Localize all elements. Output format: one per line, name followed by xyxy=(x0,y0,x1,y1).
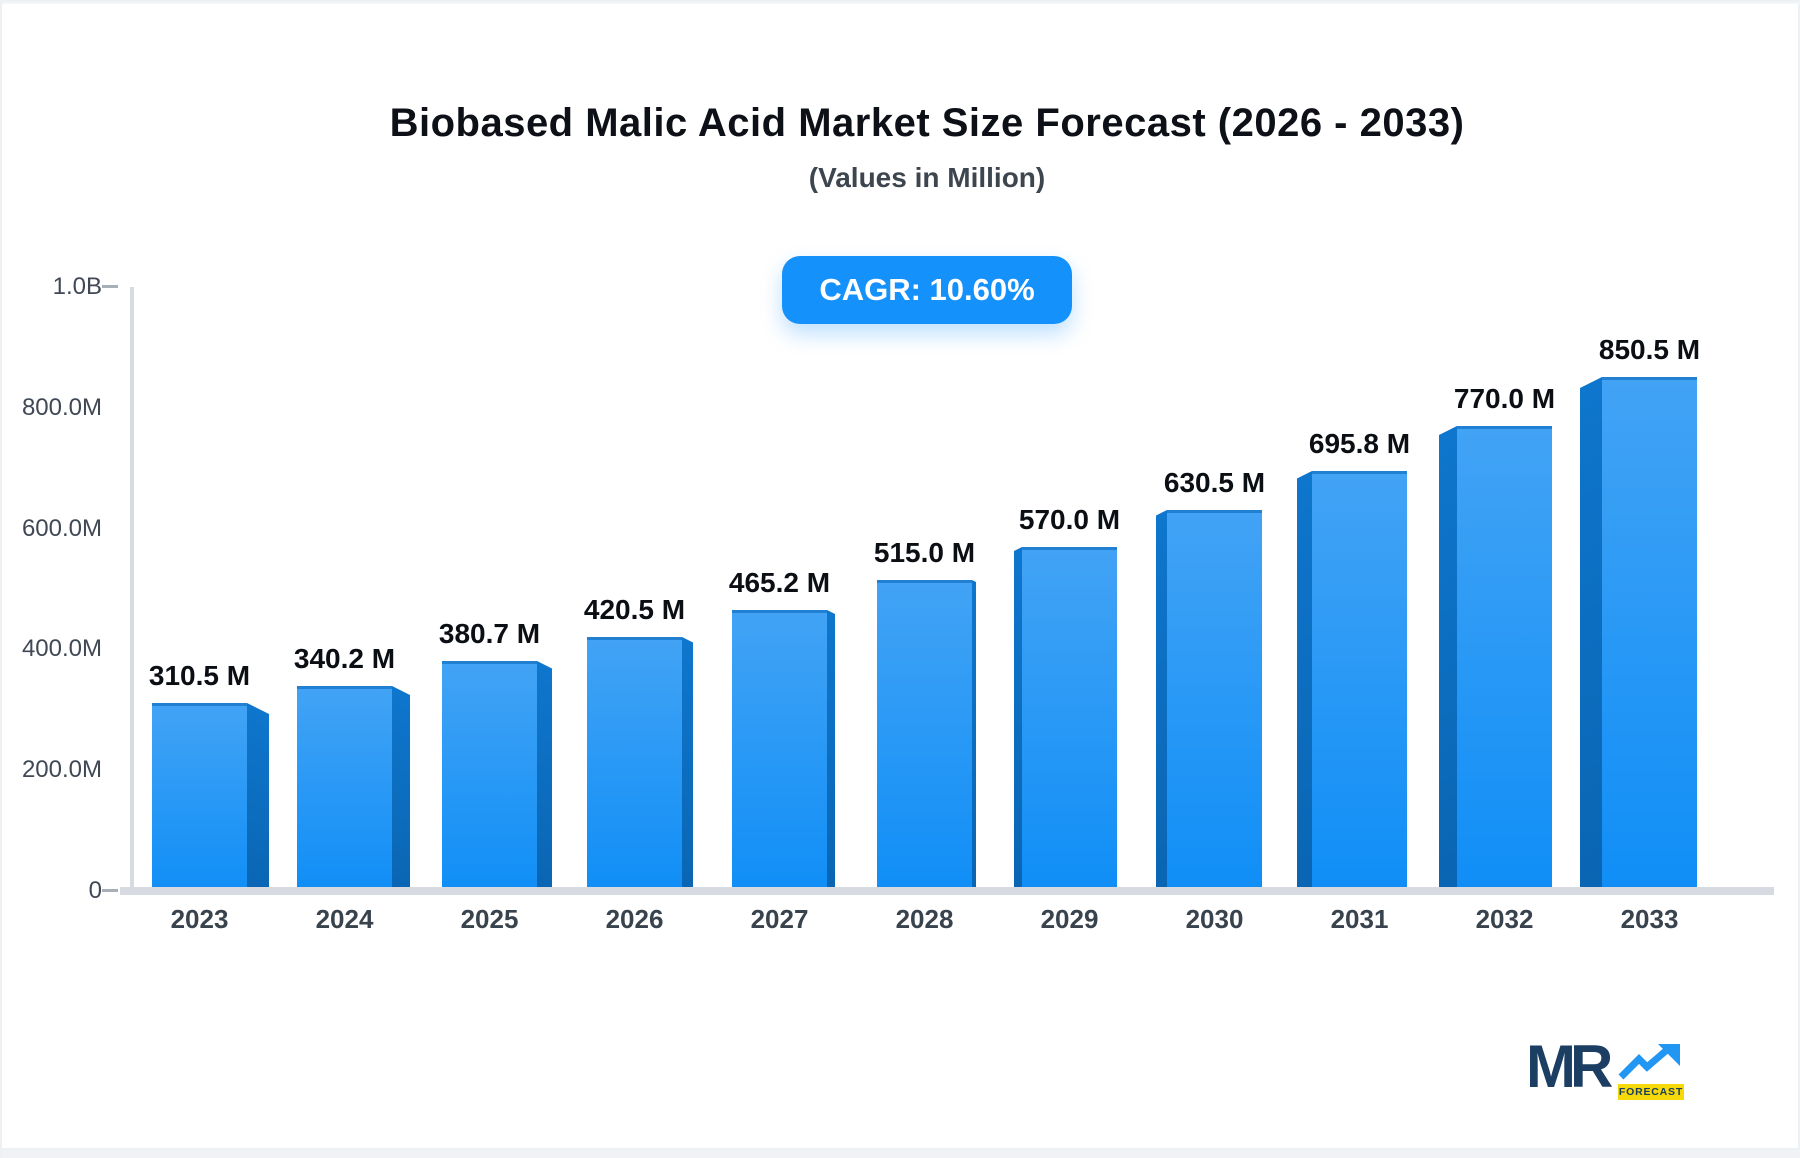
bar-value-label: 420.5 M xyxy=(583,594,686,626)
bar-value-label: 695.8 M xyxy=(1308,427,1411,459)
x-axis-tick-label: 2029 xyxy=(1040,904,1099,934)
bar xyxy=(152,703,247,895)
bar-3d-side xyxy=(537,661,552,895)
x-axis-tick-label: 2025 xyxy=(460,904,519,934)
plot-area: 310.5 M 340.2 M 380.7 M 420.5 M 465.2 M 515.0… xyxy=(2,2,1800,895)
bar-3d-side xyxy=(1014,546,1022,895)
bar-3d-side xyxy=(1580,377,1602,895)
bar-value-label: 850.5 M xyxy=(1598,334,1701,366)
bottom-edge-divider xyxy=(2,1150,1800,1158)
chart-title: Biobased Malic Acid Market Size Forecast… xyxy=(389,101,1465,145)
cagr-badge-label: CAGR: 10.60% xyxy=(819,272,1035,307)
x-axis-tick-label: 2033 xyxy=(1620,904,1679,934)
bar xyxy=(587,637,682,895)
bar-value-label: 310.5 M xyxy=(148,660,251,692)
bar xyxy=(877,579,972,895)
bar xyxy=(1602,377,1697,895)
chart-subtitle: (Values in Million) xyxy=(808,162,1046,193)
bar-value-label: 465.2 M xyxy=(728,567,831,599)
y-axis-line xyxy=(130,287,134,891)
bar-value-label: 770.0 M xyxy=(1453,382,1556,414)
brand-logo: MR FORECAST xyxy=(1526,1033,1696,1102)
x-axis-tick-label: 2026 xyxy=(605,904,664,934)
logo-tagline: FORECAST xyxy=(1618,1084,1684,1100)
x-axis-tick-label: 2024 xyxy=(315,904,374,934)
bar xyxy=(1167,510,1262,895)
bar-3d-side xyxy=(247,703,269,895)
bar xyxy=(732,610,827,895)
bar-3d-side xyxy=(392,685,410,895)
x-axis-tick-label: 2032 xyxy=(1475,904,1534,934)
bar xyxy=(297,685,392,895)
bar xyxy=(442,661,537,895)
bar-3d-side xyxy=(972,579,976,895)
bar-3d-side xyxy=(1439,425,1457,895)
bar-3d-side xyxy=(827,610,835,895)
x-axis-tick-label: 2027 xyxy=(750,904,809,934)
bar-3d-side xyxy=(682,637,693,895)
cagr-badge: CAGR: 10.60% xyxy=(782,256,1072,324)
trend-arrow-icon xyxy=(1618,1044,1680,1080)
top-edge-divider xyxy=(2,2,1800,4)
x-axis-tick-label: 2028 xyxy=(895,904,954,934)
bar xyxy=(1457,425,1552,895)
logo-brand-text: MR xyxy=(1526,1033,1613,1100)
bar-value-label: 630.5 M xyxy=(1163,467,1266,499)
bar xyxy=(1022,546,1117,895)
bar-value-label: 570.0 M xyxy=(1018,503,1121,535)
x-axis-tick-label: 2023 xyxy=(170,904,229,934)
x-axis-tick-label: 2031 xyxy=(1330,904,1389,934)
bar xyxy=(1312,470,1407,895)
x-axis-tick-label: 2030 xyxy=(1185,904,1244,934)
bar-value-label: 340.2 M xyxy=(293,642,396,674)
x-axis-line xyxy=(120,887,1774,895)
bar-3d-side xyxy=(1156,510,1167,895)
bar-3d-side xyxy=(1297,470,1312,895)
bar-value-label: 380.7 M xyxy=(438,618,541,650)
bar-value-label: 515.0 M xyxy=(873,536,976,568)
